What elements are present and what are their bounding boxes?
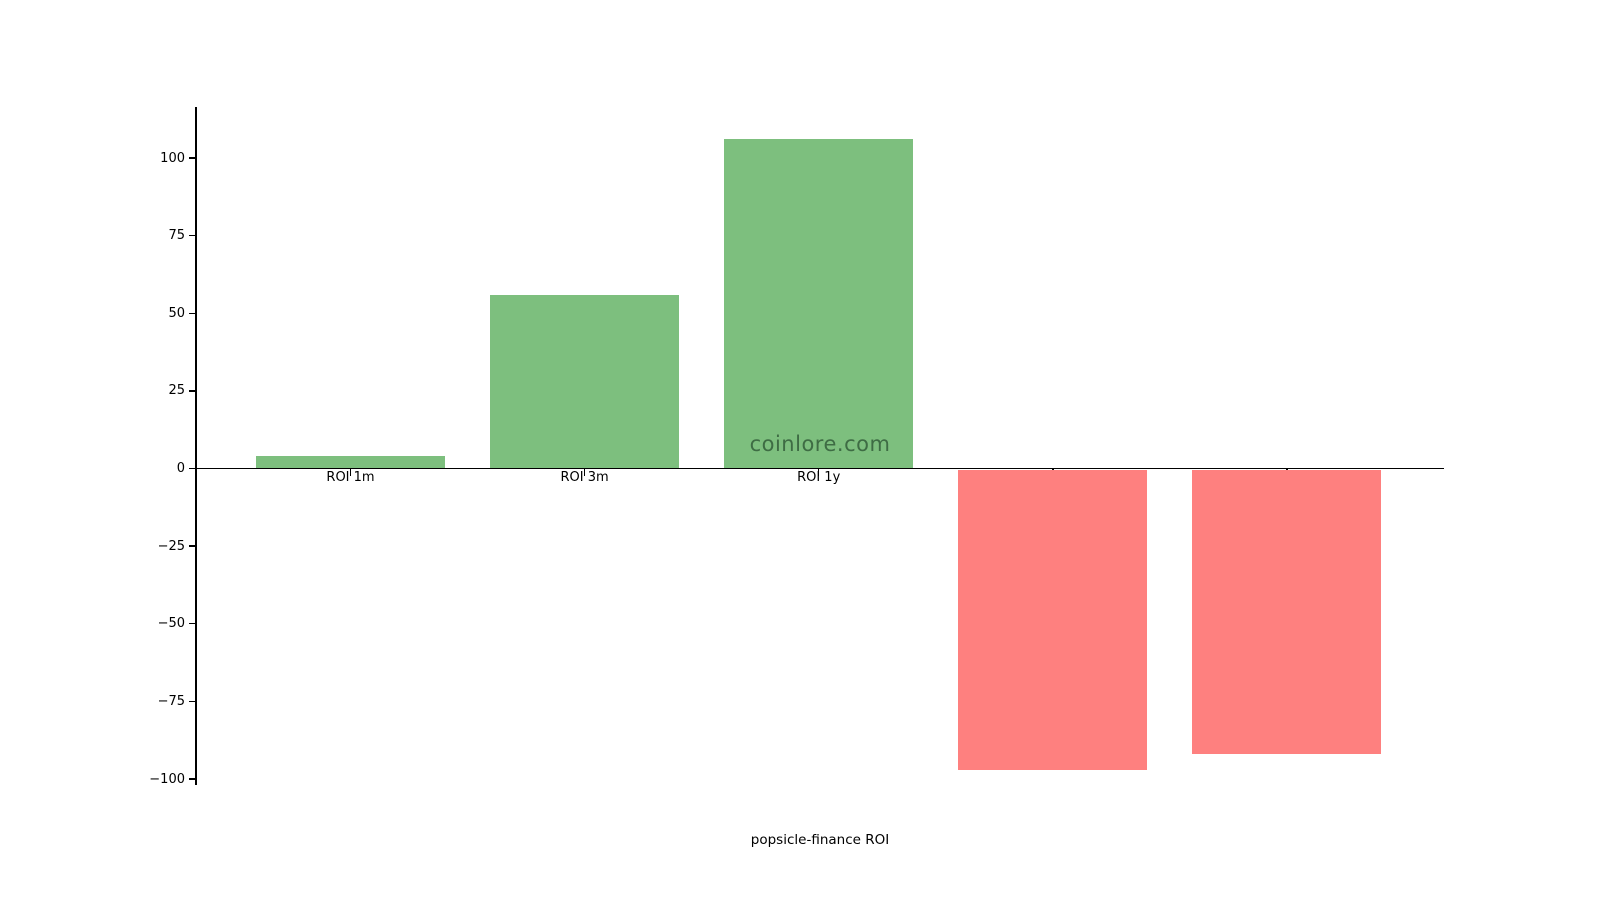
y-tick-label: 25 [168, 383, 185, 399]
x-tick-label: ROI 1m [326, 470, 375, 485]
y-tick-mark [188, 312, 196, 314]
y-tick-mark [188, 234, 196, 237]
y-tick-mark [188, 700, 196, 703]
y-tick-label: 75 [168, 228, 185, 244]
bar-ROI 1m [256, 456, 445, 469]
y-tick-mark [188, 778, 196, 780]
y-tick-label: −50 [157, 616, 185, 632]
y-tick-label: −25 [157, 538, 185, 554]
y-tick-mark [188, 157, 196, 159]
y-tick-mark [188, 623, 196, 625]
bar-ROI 1y [724, 139, 914, 469]
x-tick-label: ROI 3m [560, 470, 609, 485]
watermark-text: coinlore.com [749, 432, 891, 456]
y-tick-label: 50 [168, 305, 185, 321]
y-tick-label: −75 [157, 693, 185, 709]
x-tick-mark [349, 468, 352, 476]
bar-neg-5 [1192, 469, 1382, 755]
x-axis-line [195, 467, 1444, 470]
y-tick-mark [188, 390, 196, 392]
bar-ROI 3m [490, 294, 680, 469]
y-tick-label: 100 [160, 150, 185, 166]
chart-title: popsicle-finance ROI [750, 832, 890, 848]
x-tick-mark [583, 468, 586, 476]
y-tick-mark [188, 467, 196, 470]
x-tick-label: ROI 1y [797, 470, 841, 485]
y-tick-label: −100 [149, 771, 185, 787]
y-tick-mark [188, 545, 196, 547]
bar-neg-4 [958, 469, 1148, 770]
x-tick-mark [817, 468, 820, 476]
y-axis-line [195, 107, 197, 785]
y-tick-label: 0 [176, 461, 185, 476]
